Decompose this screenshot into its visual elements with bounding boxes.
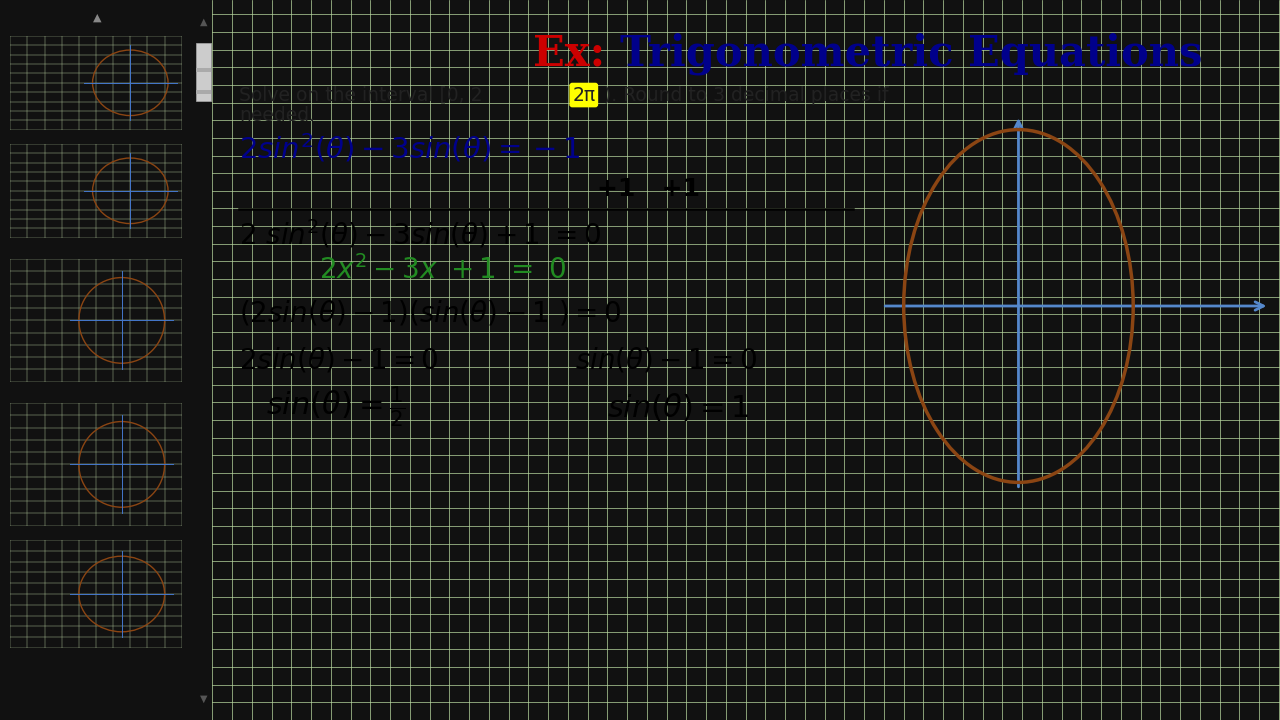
Text: $2sin(\theta)-1=0$: $2sin(\theta)-1=0$ xyxy=(239,346,439,374)
Text: ▼: ▼ xyxy=(200,693,207,703)
Text: +1   +1: +1 +1 xyxy=(596,176,700,201)
Text: $sin(\theta)=\frac{1}{2}$: $sin(\theta)=\frac{1}{2}$ xyxy=(266,384,404,430)
Text: $sin(\theta)=1$: $sin(\theta)=1$ xyxy=(608,391,750,423)
Text: $2x^2-3x\ +1\ =\ 0$: $2x^2-3x\ +1\ =\ 0$ xyxy=(319,255,567,285)
Text: $2sin^2(\theta) - 3sin(\theta) = -1$: $2sin^2(\theta) - 3sin(\theta) = -1$ xyxy=(239,131,581,164)
Text: Ex:: Ex: xyxy=(532,33,605,75)
Text: $sin(\theta)-1=0$: $sin(\theta)-1=0$ xyxy=(576,346,758,374)
Text: ▲: ▲ xyxy=(93,13,101,23)
Bar xyxy=(196,90,211,94)
Text: Trigonometric Equations: Trigonometric Equations xyxy=(591,32,1203,76)
Bar xyxy=(196,68,211,72)
Text: Solve on the interval [0, 2: Solve on the interval [0, 2 xyxy=(239,86,483,104)
Text: 2π: 2π xyxy=(572,86,595,104)
Bar xyxy=(196,43,211,101)
Text: needed.: needed. xyxy=(239,106,315,125)
Text: $2\ sin^2(\theta)-3sin(\theta)+1\ =0$: $2\ sin^2(\theta)-3sin(\theta)+1\ =0$ xyxy=(239,217,602,251)
Text: ▲: ▲ xyxy=(200,17,207,27)
Text: ). Round to 3 decimal places if: ). Round to 3 decimal places if xyxy=(604,86,888,104)
Text: $(2sin(\theta)-1)(sin(\theta)-1\ )=0$: $(2sin(\theta)-1)(sin(\theta)-1\ )=0$ xyxy=(239,299,621,328)
